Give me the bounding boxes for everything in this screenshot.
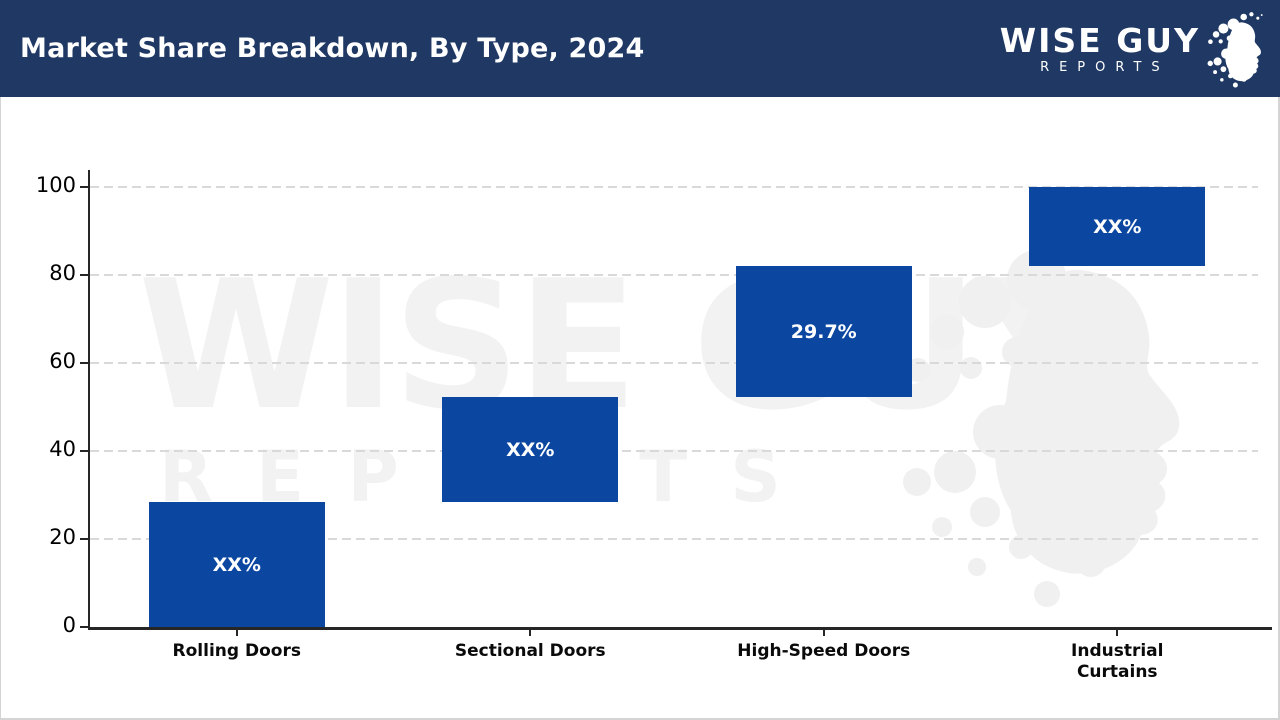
brand-logo-text: WISE GUY REPORTS (1000, 24, 1200, 74)
y-tick-mark (80, 626, 88, 628)
y-tick-mark (80, 362, 88, 364)
bar: 29.7% (735, 266, 912, 397)
x-tick-mark (529, 627, 532, 636)
gridline (90, 450, 1258, 452)
bar: XX% (1029, 187, 1206, 267)
x-tick-label: Rolling Doors (172, 641, 301, 661)
brand-subtitle: REPORTS (1040, 59, 1170, 75)
chart-area: WISE GUY REPORTS 020406080100XX%Rolling … (0, 97, 1280, 720)
bar: XX% (148, 502, 325, 627)
header-bar: Market Share Breakdown, By Type, 2024 WI… (0, 0, 1280, 97)
gridline (90, 274, 1258, 276)
gridline (90, 538, 1258, 540)
wiseguy-face-icon (1204, 5, 1266, 92)
bar: XX% (442, 396, 619, 503)
bar-value-label: XX% (506, 438, 555, 461)
page-title: Market Share Breakdown, By Type, 2024 (20, 33, 645, 64)
x-tick-mark (235, 627, 238, 636)
bar-value-label: XX% (212, 553, 261, 576)
page-border-bottom (0, 718, 1280, 720)
x-tick-label: High-Speed Doors (737, 641, 911, 661)
y-tick-label: 100 (35, 173, 76, 197)
y-tick-mark (80, 186, 88, 188)
brand-name: WISE GUY (999, 20, 1200, 60)
x-tick-label: Sectional Doors (454, 641, 606, 661)
y-tick-mark (80, 450, 88, 452)
page-border-left (0, 97, 1, 720)
page-border-right (1278, 97, 1280, 720)
brand-logo: WISE GUY REPORTS (1000, 5, 1266, 92)
y-tick-label: 60 (49, 349, 76, 373)
bar-value-label: 29.7% (790, 320, 857, 343)
gridline (90, 186, 1258, 188)
x-tick-mark (822, 627, 825, 636)
bar-value-label: XX% (1093, 215, 1142, 238)
y-tick-label: 80 (49, 261, 76, 285)
y-tick-label: 40 (49, 437, 76, 461)
gridline (90, 362, 1258, 364)
y-tick-label: 20 (49, 525, 76, 549)
x-tick-mark (1116, 627, 1119, 636)
y-tick-mark (80, 274, 88, 276)
x-tick-label: Industrial Curtains (1071, 641, 1164, 683)
y-tick-mark (80, 538, 88, 540)
plot-area: 0 20 40 60 80 100 XX% Rolling Doors XX% Sectional… (36, 170, 1272, 682)
y-tick-label: 0 (62, 613, 76, 637)
